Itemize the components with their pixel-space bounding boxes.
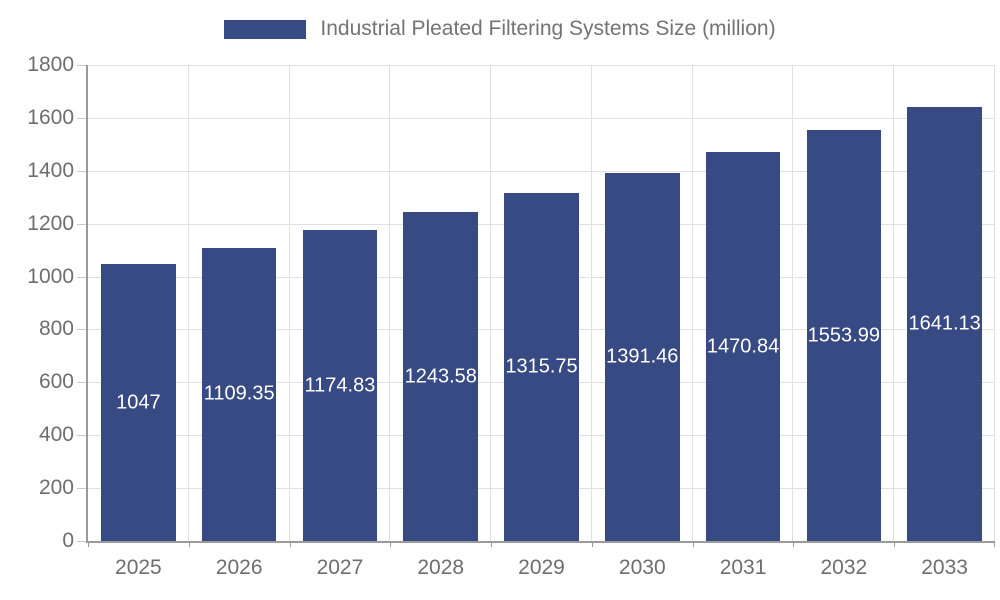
y-tick-label: 800 [38,317,74,341]
y-tick-label: 600 [38,370,74,394]
bar[interactable] [504,193,579,541]
x-tick-label: 2031 [719,556,767,579]
x-tick-mark [591,541,593,547]
x-tick-mark [994,541,995,547]
legend-swatch [224,19,307,39]
bar[interactable] [604,173,680,541]
x-axis-line [86,541,995,543]
bar[interactable] [302,230,378,541]
h-gridline [88,170,995,172]
y-tick-label: 1800 [27,53,74,76]
x-tick-mark [894,541,896,547]
v-gridline [893,65,895,541]
bar[interactable] [201,247,277,541]
bar[interactable] [806,130,882,541]
y-tick-mark [77,65,86,66]
y-tick-label: 1600 [27,105,74,129]
v-gridline [187,65,189,541]
x-tick-mark [188,541,190,547]
y-tick-mark [77,488,86,490]
bar-value-label: 1243.58 [404,365,477,388]
x-tick-label: 2029 [518,556,565,579]
v-gridline [691,65,693,541]
y-tick-mark [77,170,86,172]
bar-value-label: 1391.46 [606,345,679,368]
y-tick-label: 1200 [27,211,74,235]
y-tick-label: 1400 [27,158,74,182]
y-tick-mark [77,329,86,331]
h-gridline [88,65,995,66]
x-tick-mark [390,541,392,547]
v-gridline [490,65,492,541]
bar-value-label: 1470.84 [706,335,780,358]
bar[interactable] [403,212,478,541]
bar-value-label: 1641.13 [908,312,981,335]
y-tick-label: 1000 [27,264,74,288]
h-gridline [88,117,995,119]
x-tick-mark [692,541,694,547]
chart-legend[interactable]: Industrial Pleated Filtering Systems Siz… [0,16,1000,42]
x-tick-mark [88,541,89,547]
y-tick-label: 400 [38,423,74,447]
y-tick-label: 0 [62,529,74,552]
plot-area: 1047 1109.35 1174.83 1243.58 1315.75 1391.46 1… [77,65,995,547]
y-tick-mark [77,382,86,384]
v-gridline [590,65,592,541]
v-gridline [994,65,995,541]
x-tick-label: 2032 [820,556,868,579]
bar-value-label: 1553.99 [807,324,880,347]
x-tick-label: 2028 [417,556,465,579]
v-gridline [389,65,391,541]
y-tick-mark [77,223,86,225]
x-tick-label: 2030 [618,556,666,579]
y-tick-mark [77,541,86,542]
x-tick-label: 2033 [921,556,968,579]
bar-value-label: 1174.83 [304,374,376,397]
bar-value-label: 1047 [116,391,161,414]
y-axis-line [86,65,88,541]
bar[interactable] [907,107,982,541]
y-tick-label: 200 [38,476,74,500]
x-tick-label: 2025 [115,556,162,579]
v-gridline [288,65,290,541]
legend-label: Industrial Pleated Filtering Systems Siz… [320,17,776,40]
x-tick-mark [793,541,795,547]
bar-value-label: 1315.75 [505,355,578,378]
x-tick-label: 2027 [316,556,364,579]
y-tick-mark [77,435,86,437]
y-tick-mark [77,276,86,278]
v-gridline [792,65,794,541]
x-tick-mark [491,541,493,547]
bar[interactable] [101,264,176,541]
x-tick-mark [289,541,291,547]
y-tick-mark [77,117,86,119]
x-tick-label: 2026 [215,556,263,579]
bar[interactable] [705,152,781,541]
bar-value-label: 1109.35 [203,382,275,405]
